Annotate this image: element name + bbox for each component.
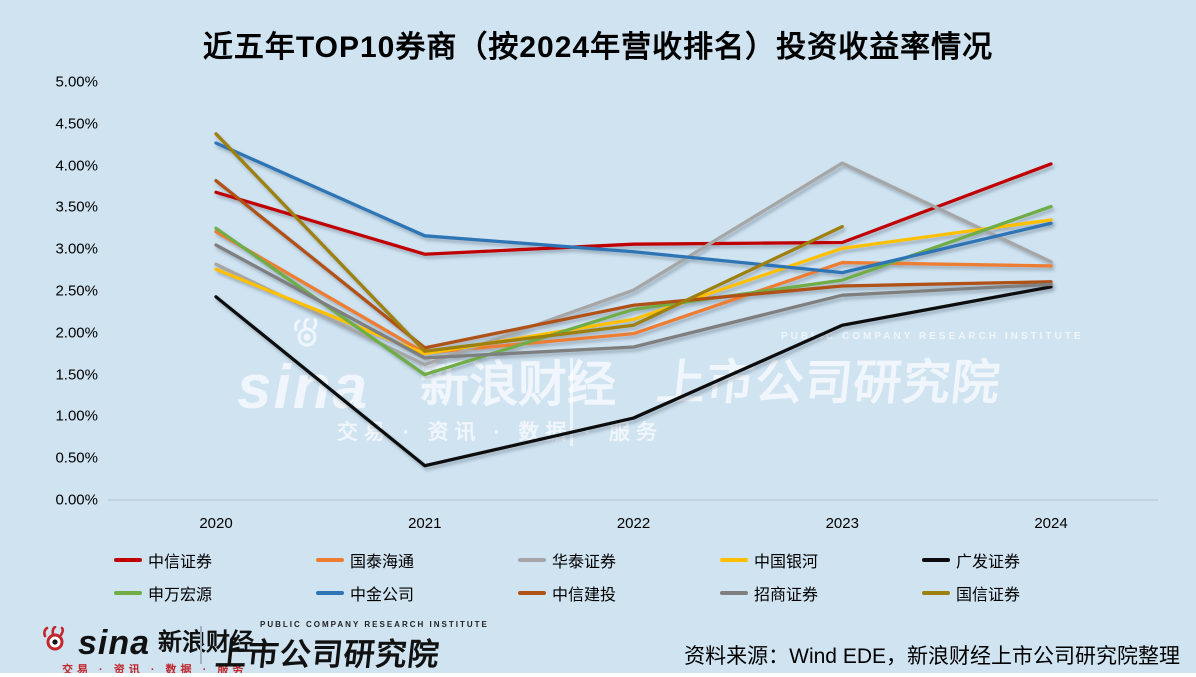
legend-swatch <box>518 590 546 595</box>
chart-canvas <box>108 132 1158 501</box>
legend-item-5: 申万宏源 <box>114 582 316 604</box>
legend-label: 华泰证券 <box>552 553 617 571</box>
legend-swatch <box>922 590 950 595</box>
legend-item-2: 华泰证券 <box>518 549 720 571</box>
y-axis-tick: 3.50% <box>55 198 98 216</box>
series-line-2 <box>214 161 1053 367</box>
institute-name: 上市公司研究院 <box>213 637 442 672</box>
legend-label: 中信证券 <box>148 553 213 571</box>
legend-swatch <box>114 590 142 595</box>
legend-swatch <box>316 590 344 595</box>
x-axis-label: 2020 <box>199 515 233 532</box>
legend-item-7: 中信建投 <box>518 582 720 604</box>
legend-swatch <box>720 590 748 595</box>
y-axis-tick: 1.50% <box>55 366 98 384</box>
series-line-8 <box>214 243 1053 360</box>
legend-item-8: 招商证券 <box>720 582 922 604</box>
y-axis-tick: 2.50% <box>55 282 98 300</box>
chart-legend: 中信证券 国泰海通 华泰证券 中国银河 广发证券申万宏源 中金公司 中信建投 招商证券 国信证券 <box>114 549 1124 604</box>
legend-label: 中金公司 <box>350 586 415 604</box>
legend-item-4: 广发证券 <box>922 549 1124 571</box>
legend-swatch <box>114 557 142 562</box>
legend-swatch <box>316 557 344 562</box>
legend-label: 广发证券 <box>956 553 1021 571</box>
data-source-text: 资料来源：Wind EDE，新浪财经上市公司研究院整理 <box>684 645 1180 668</box>
y-axis-tick: 4.00% <box>55 157 98 175</box>
legend-item-9: 国信证券 <box>922 582 1124 604</box>
bottom-strip <box>0 673 1196 677</box>
series-line-9 <box>214 132 844 353</box>
legend-swatch <box>518 557 546 562</box>
x-axis-label: 2024 <box>1034 515 1068 532</box>
series-line-7 <box>214 179 1053 350</box>
legend-label: 招商证券 <box>754 586 819 604</box>
legend-label: 国泰海通 <box>350 553 415 571</box>
x-axis-label: 2023 <box>825 515 859 532</box>
footer-divider <box>200 626 202 664</box>
sina-wordmark: sina <box>78 624 151 662</box>
y-axis-tick: 1.00% <box>55 407 98 425</box>
x-axis-label: 2021 <box>408 515 442 532</box>
footer: sina 新浪财经 交易 · 资讯 · 数据 · 服务 PUBLIC COMPA… <box>0 618 1196 676</box>
y-axis-tick: 0.50% <box>55 449 98 467</box>
institute-name-en: PUBLIC COMPANY RESEARCH INSTITUTE <box>260 620 489 629</box>
series-line-4 <box>214 285 1053 468</box>
legend-swatch <box>922 557 950 562</box>
sina-brand-cn: 新浪财经 <box>158 629 255 656</box>
series-line-6 <box>214 141 1053 275</box>
legend-item-1: 国泰海通 <box>316 549 518 571</box>
y-axis-tick: 4.50% <box>55 115 98 133</box>
x-axis-label: 2022 <box>616 515 651 532</box>
legend-item-3: 中国银河 <box>720 549 922 571</box>
series-line-1 <box>214 229 1053 355</box>
y-axis-tick: 0.00% <box>55 491 98 509</box>
legend-swatch <box>720 557 748 562</box>
y-axis-tick: 5.00% <box>55 73 98 91</box>
legend-label: 中国银河 <box>754 553 819 571</box>
sina-eye-icon <box>40 625 70 657</box>
y-axis-tick: 3.00% <box>55 240 98 258</box>
legend-label: 国信证券 <box>956 586 1021 604</box>
institute-logo: PUBLIC COMPANY RESEARCH INSTITUTE 上市公司研究… <box>213 620 489 674</box>
line-chart: sina 新浪财经 交易 · 资讯 · 数据 · 服务 PUBLIC COMPA… <box>55 73 1158 532</box>
legend-item-0: 中信证券 <box>114 549 316 571</box>
y-axis-tick: 2.00% <box>55 324 98 342</box>
series-line-0 <box>214 162 1053 256</box>
chart-title: 近五年TOP10券商（按2024年营收排名）投资收益率情况 <box>202 31 994 64</box>
legend-label: 中信建投 <box>552 586 617 604</box>
legend-item-6: 中金公司 <box>316 582 518 604</box>
legend-label: 申万宏源 <box>148 586 213 604</box>
